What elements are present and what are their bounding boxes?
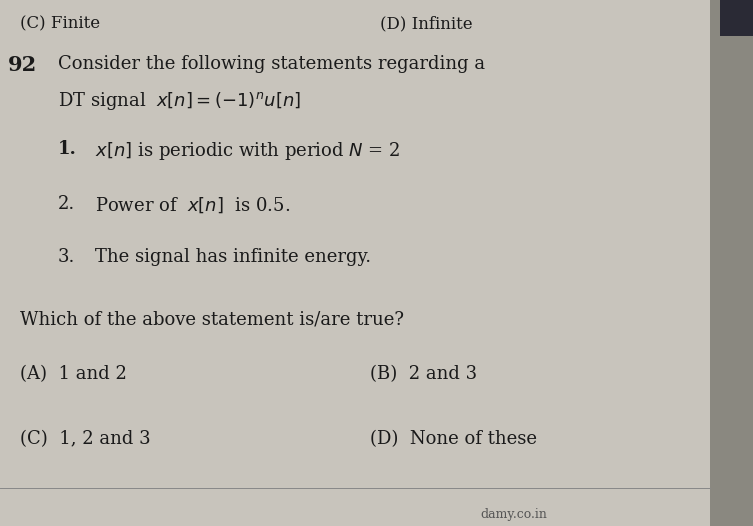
Text: $x[n]$ is periodic with period $N$ = 2: $x[n]$ is periodic with period $N$ = 2 (95, 140, 401, 162)
Text: 92: 92 (8, 55, 37, 75)
Text: 2.: 2. (58, 195, 75, 213)
Text: (C) Finite: (C) Finite (20, 15, 100, 32)
Text: (D)  None of these: (D) None of these (370, 430, 537, 448)
Bar (710, 0, 753, 526)
Text: The signal has infinite energy.: The signal has infinite energy. (95, 248, 371, 266)
Text: damy.co.in: damy.co.in (480, 508, 547, 521)
Text: (A)  1 and 2: (A) 1 and 2 (20, 365, 127, 383)
Bar (720, 0, 753, 36)
Text: (D) Infinite: (D) Infinite (380, 15, 473, 32)
Text: Consider the following statements regarding a: Consider the following statements regard… (58, 55, 485, 73)
Text: Which of the above statement is/are true?: Which of the above statement is/are true… (20, 310, 404, 328)
Text: (B)  2 and 3: (B) 2 and 3 (370, 365, 477, 383)
Text: (C)  1, 2 and 3: (C) 1, 2 and 3 (20, 430, 151, 448)
Text: Power of  $x[n]$  is 0.5.: Power of $x[n]$ is 0.5. (95, 195, 291, 215)
Text: DT signal  $x[n]=(-1)^{n}u[n]$: DT signal $x[n]=(-1)^{n}u[n]$ (58, 90, 301, 112)
Text: 1.: 1. (58, 140, 77, 158)
Text: 3.: 3. (58, 248, 75, 266)
